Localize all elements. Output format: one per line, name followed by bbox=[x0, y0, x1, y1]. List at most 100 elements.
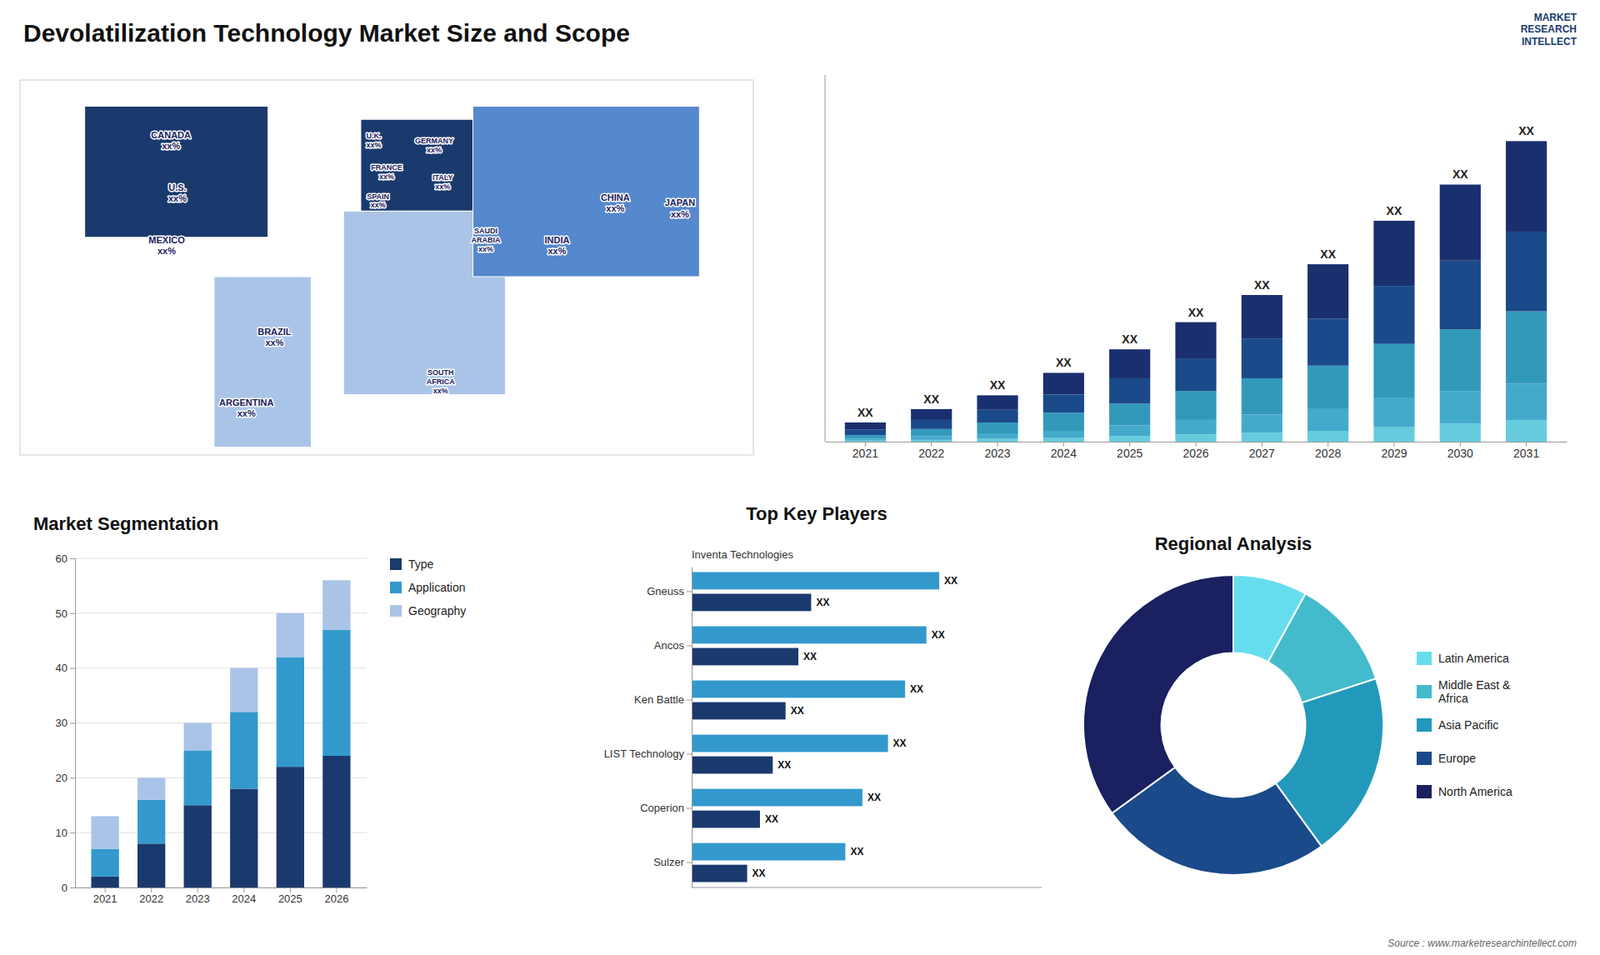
legend-swatch bbox=[1416, 685, 1432, 699]
text-line: ITALY bbox=[432, 173, 454, 182]
y-axis-line bbox=[825, 75, 826, 442]
legend-label: Application bbox=[408, 580, 466, 595]
tick: 10 bbox=[55, 826, 75, 840]
bar bbox=[691, 648, 799, 666]
bar bbox=[845, 422, 886, 430]
bar bbox=[322, 580, 350, 630]
bar bbox=[1241, 414, 1283, 433]
bar bbox=[322, 755, 350, 888]
tick-label: 2024 bbox=[231, 892, 256, 905]
tick-label: 2025 bbox=[278, 892, 303, 905]
tick-label: 2021 bbox=[852, 446, 879, 460]
text-line: SOUTH bbox=[427, 368, 455, 377]
data-label: XX bbox=[944, 575, 958, 587]
tick-mark bbox=[686, 590, 692, 592]
map-region bbox=[85, 105, 269, 237]
tick-label: 2021 bbox=[93, 892, 118, 905]
x-axis: 202120222023202420252026 bbox=[75, 887, 368, 905]
tick: 30 bbox=[55, 716, 75, 730]
bar bbox=[230, 789, 258, 889]
text-line: CANADA bbox=[150, 130, 191, 140]
tick: 40 bbox=[55, 661, 75, 675]
bar bbox=[184, 723, 212, 751]
tick-mark bbox=[70, 723, 75, 725]
tick-label: Ken Battle bbox=[634, 693, 685, 706]
legend: Latin AmericaMiddle East &AfricaAsia Pac… bbox=[1416, 651, 1513, 799]
tick: 2027 bbox=[1249, 441, 1275, 460]
bar bbox=[845, 440, 886, 442]
data-label: XX bbox=[790, 705, 805, 717]
text-line: MARKET bbox=[1534, 11, 1578, 24]
text-line: North America bbox=[1438, 785, 1513, 799]
stack-label: XX bbox=[990, 378, 1006, 392]
tick-mark bbox=[70, 832, 75, 834]
tick-mark bbox=[70, 887, 75, 889]
map-label: JAPANxx% bbox=[665, 197, 696, 219]
tick: 2030 bbox=[1447, 441, 1474, 460]
stack-label: XX bbox=[1254, 278, 1270, 292]
bar bbox=[1373, 285, 1415, 345]
legend-label: North America bbox=[1438, 785, 1513, 799]
tick: 2026 bbox=[324, 887, 349, 905]
hbar-panel: XXXXXXXXXXXXXXXXXXXXXXXXGneussAncosKen B… bbox=[604, 503, 1042, 889]
tick: Sulzer bbox=[653, 855, 692, 869]
legend-swatch bbox=[1416, 651, 1432, 665]
bar-series bbox=[691, 572, 940, 861]
tick-mark bbox=[686, 699, 692, 700]
tick: 60 bbox=[55, 552, 75, 565]
bar bbox=[1440, 329, 1481, 391]
bar bbox=[1505, 383, 1547, 420]
figure-title: Devolatilization Technology Market Size … bbox=[23, 19, 630, 47]
legend-item: Type bbox=[390, 557, 435, 571]
text-line: FRANCE bbox=[370, 163, 403, 172]
tick: 2025 bbox=[278, 887, 303, 905]
bar bbox=[1307, 264, 1349, 319]
text-line: INTELLECT bbox=[1521, 35, 1578, 48]
tick: 2023 bbox=[984, 441, 1010, 460]
bars bbox=[691, 572, 940, 883]
bar bbox=[1109, 403, 1150, 425]
legend-swatch bbox=[390, 605, 402, 617]
bar bbox=[691, 680, 905, 699]
bar bbox=[976, 422, 1018, 434]
text-line: GERMANY bbox=[415, 136, 454, 145]
tick-label: 50 bbox=[55, 606, 68, 620]
bar bbox=[1307, 365, 1349, 410]
text-line: xx% bbox=[435, 182, 450, 191]
legend-label: Asia Pacific bbox=[1438, 718, 1499, 732]
bar bbox=[1109, 435, 1150, 442]
map-label: ITALYxx% bbox=[432, 173, 454, 191]
bar bbox=[90, 849, 119, 877]
bar bbox=[845, 435, 886, 439]
tick-label: 2023 bbox=[185, 892, 210, 905]
text-line: xx% bbox=[237, 408, 256, 419]
tick-mark bbox=[290, 887, 291, 893]
grid-line bbox=[75, 558, 367, 560]
tick: LIST Technology bbox=[604, 747, 692, 760]
text-line: Middle East & bbox=[1438, 678, 1511, 692]
tick: 2021 bbox=[93, 887, 118, 905]
legend-label: Europe bbox=[1438, 751, 1476, 765]
legend-label: Middle East &Africa bbox=[1438, 678, 1511, 706]
text-line: MEXICO bbox=[148, 235, 185, 245]
stack-label: XX bbox=[1386, 204, 1403, 218]
bar-series bbox=[845, 231, 1547, 435]
tick-label: 2026 bbox=[324, 892, 349, 905]
bar bbox=[910, 440, 952, 442]
tick-mark bbox=[70, 558, 75, 560]
bar bbox=[1440, 423, 1481, 442]
data-label: XX bbox=[910, 683, 924, 695]
stack-label: XX bbox=[1055, 355, 1072, 370]
bar-series bbox=[90, 630, 350, 877]
axis-domain bbox=[70, 559, 76, 889]
tick-label: Gneuss bbox=[646, 585, 685, 598]
text-line: RESEARCH bbox=[1520, 23, 1577, 35]
stack-label: XX bbox=[1518, 124, 1535, 138]
bar bbox=[691, 626, 927, 645]
bar bbox=[976, 410, 1018, 423]
tick: 20 bbox=[55, 771, 75, 785]
stack-label: XX bbox=[857, 405, 874, 420]
bar bbox=[1175, 390, 1216, 420]
bar bbox=[910, 420, 952, 430]
text-line: xx% bbox=[433, 386, 449, 395]
